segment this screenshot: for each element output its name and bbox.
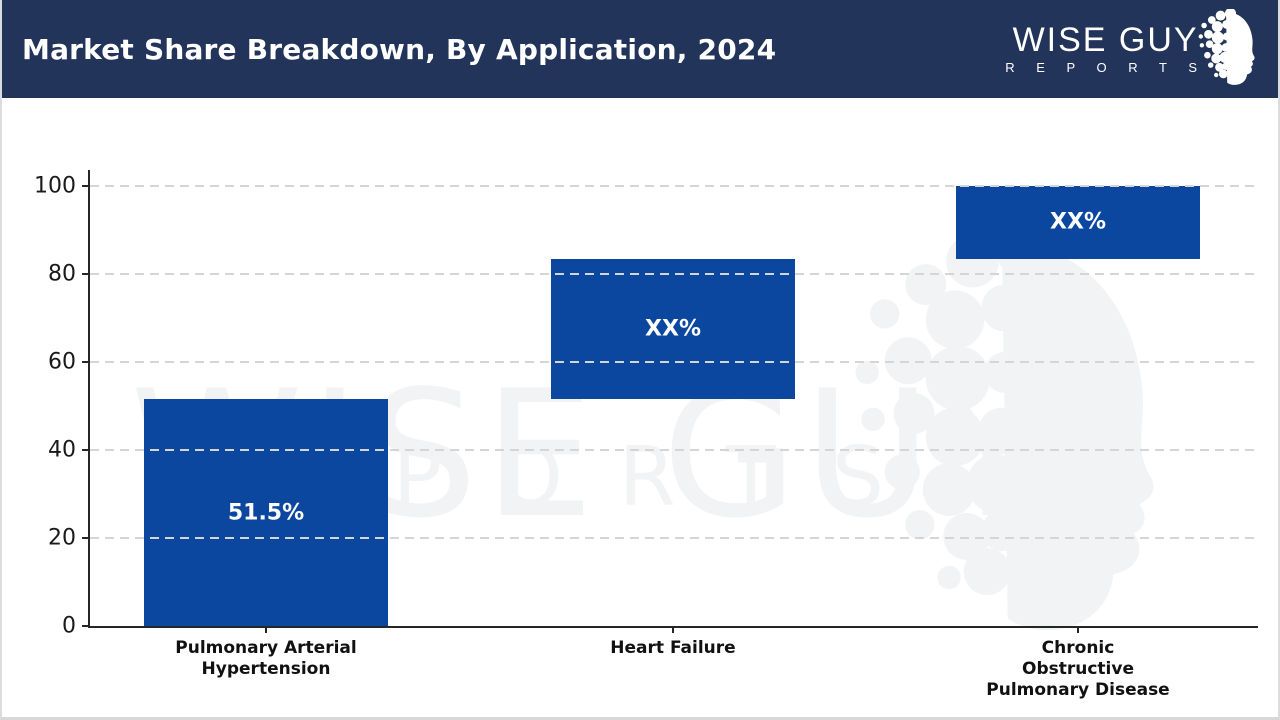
y-tick: [82, 449, 90, 451]
bar-value-label: 51.5%: [227, 500, 305, 526]
logo-text: WISE GUY R E P O R T S: [1005, 23, 1206, 75]
logo-wordmark: WISE GUY: [1012, 21, 1199, 59]
y-tick: [82, 273, 90, 275]
gridline: [90, 537, 1258, 539]
chart-area: WISE GUY REPORTS 0 20 40 60 80 100 51.5% Pulmon…: [2, 98, 1278, 717]
bar-value-label: XX%: [1050, 209, 1106, 235]
x-category-label: Heart Failure: [610, 638, 736, 658]
gridline: [90, 449, 1258, 451]
wise-guy-logo: WISE GUY R E P O R T S: [1005, 7, 1258, 90]
y-tick-label: 0: [62, 613, 76, 639]
x-tick: [672, 626, 674, 633]
gridline: [90, 273, 1258, 275]
header-bar: Market Share Breakdown, By Application, …: [2, 0, 1278, 98]
axis-spine-bottom: [88, 626, 1258, 628]
y-tick-label: 40: [48, 437, 76, 463]
y-tick: [82, 537, 90, 539]
gridline: [90, 185, 1258, 187]
x-category-label: Pulmonary Arterial Hypertension: [175, 638, 357, 679]
y-tick: [82, 185, 90, 187]
bar-pulmonary-arterial-hypertension: [144, 399, 388, 626]
logo-head-icon: [1192, 7, 1258, 90]
x-category-label: Chronic Obstructive Pulmonary Disease: [986, 638, 1170, 700]
chart-title: Market Share Breakdown, By Application, …: [22, 32, 777, 66]
axis-spine-left: [88, 170, 90, 628]
y-tick-label: 80: [48, 261, 76, 287]
gridline: [90, 361, 1258, 363]
bar-heart-failure: [551, 258, 795, 400]
x-tick: [1077, 626, 1079, 633]
y-tick: [82, 625, 90, 627]
y-tick-label: 60: [48, 349, 76, 375]
y-tick-label: 100: [34, 173, 76, 199]
bar-value-label: XX%: [645, 316, 701, 342]
x-tick: [265, 626, 267, 633]
watermark-head-icon: [820, 220, 1172, 640]
y-tick-label: 20: [48, 525, 76, 551]
logo-subtitle: R E P O R T S: [1005, 60, 1206, 75]
y-tick: [82, 361, 90, 363]
bar-chronic-obstructive-pulmonary-disease: [956, 186, 1200, 259]
